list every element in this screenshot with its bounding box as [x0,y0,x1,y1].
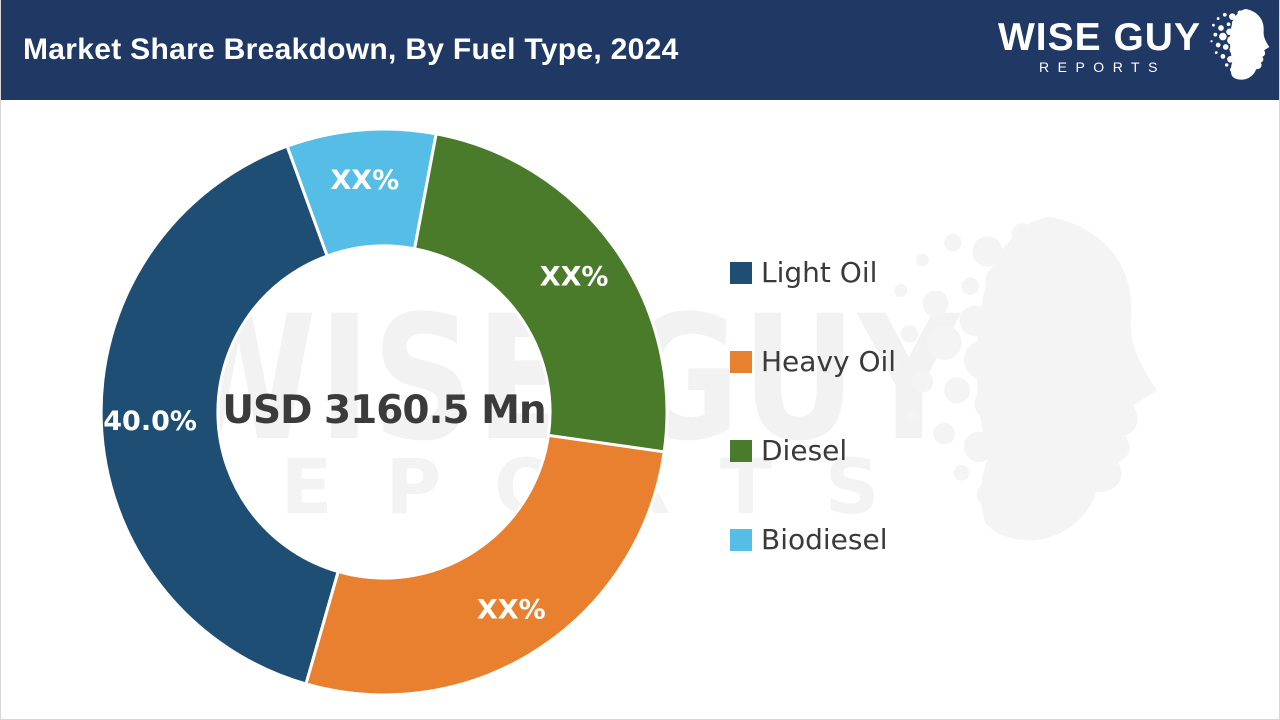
legend-item-diesel: Diesel [730,436,896,466]
donut-slice-diesel [413,132,669,454]
legend-swatch-biodiesel [730,529,752,551]
legend-label: Heavy Oil [761,345,897,378]
slice-label-light-oil: 40.0% [103,406,197,437]
slice-label-biodiesel: XX% [330,165,399,196]
legend-item-heavy-oil: Heavy Oil [730,347,896,377]
legend-label: Diesel [761,434,848,467]
logo-subtitle: REPORTS [1039,58,1166,75]
donut-center-value: USD 3160.5 Mn [222,388,546,433]
donut-slice-biodiesel [285,127,438,258]
logo-text: WISE GUY REPORTS [997,15,1201,75]
legend-swatch-diesel [730,440,752,462]
donut-slice-heavy-oil [304,433,666,697]
slice-label-diesel: XX% [540,262,609,293]
legend-label: Light Oil [761,256,878,289]
wise-guy-reports-logo: WISE GUY REPORTS [998,4,1275,88]
logo-name: WISE GUY [997,15,1201,59]
legend-label: Biodiesel [761,523,888,556]
legend-swatch-heavy-oil [730,351,752,373]
donut-slice-light-oil [99,144,340,686]
page-title: Market Share Breakdown, By Fuel Type, 20… [23,33,679,66]
legend-swatch-light-oil [730,262,752,284]
legend-item-biodiesel: Biodiesel [730,525,896,555]
slice-label-heavy-oil: XX% [477,594,546,625]
logo-head-icon [1203,4,1275,88]
legend-item-light-oil: Light Oil [730,258,896,288]
chart-legend: Light Oil Heavy Oil Diesel Biodiesel [730,258,896,555]
header-bar: Market Share Breakdown, By Fuel Type, 20… [1,0,1279,100]
